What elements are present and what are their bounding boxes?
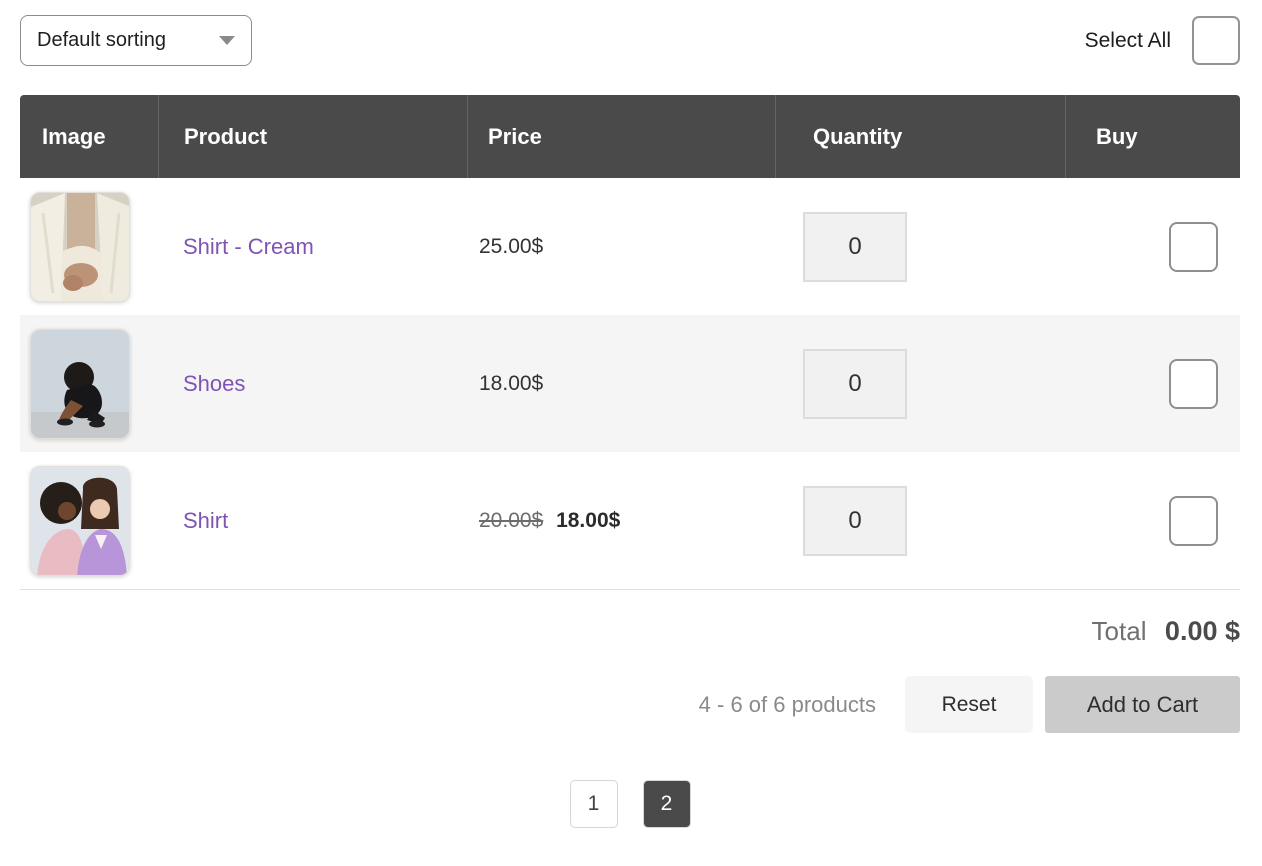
buy-checkbox[interactable] [1169,358,1218,409]
table-row: Shirt - Cream 25.00$ [20,178,1240,315]
product-table-page: Default sorting Select All Image Product… [20,15,1240,828]
product-cell: Shoes [158,371,467,397]
table-row: Shoes 18.00$ [20,315,1240,452]
add-to-cart-button[interactable]: Add to Cart [1045,676,1240,733]
product-price: 25.00$ [479,234,544,258]
toolbar: Default sorting Select All [20,15,1240,66]
image-cell [20,191,158,302]
product-link[interactable]: Shirt [183,507,229,533]
select-all-checkbox[interactable] [1192,16,1240,65]
reset-button[interactable]: Reset [905,676,1033,733]
quantity-input[interactable] [803,211,907,282]
buy-cell [1065,315,1240,452]
buy-checkbox[interactable] [1169,495,1218,546]
image-cell [20,328,158,439]
select-all-label: Select All [1084,28,1171,52]
table-header: Image Product Price Quantity Buy [20,95,1240,178]
image-cell [20,465,158,576]
header-buy: Buy [1065,95,1240,178]
price-cell: 20.00$ 18.00$ [467,509,775,533]
buy-checkbox[interactable] [1169,221,1218,272]
buy-cell [1065,452,1240,589]
product-cell: Shirt [158,508,467,534]
product-image[interactable] [30,328,130,439]
product-link[interactable]: Shoes [183,370,246,396]
header-product: Product [158,95,467,178]
header-price: Price [467,95,775,178]
header-image: Image [42,123,106,149]
product-price: 18.00$ [479,371,544,395]
quantity-cell [775,211,1065,282]
quantity-input[interactable] [803,485,907,556]
product-price-sale: 18.00$ [556,508,621,532]
quantity-cell [775,348,1065,419]
buy-cell [1065,178,1240,315]
pagination: 1 2 [20,780,1240,828]
product-image[interactable] [30,191,130,302]
total-label: Total [1091,616,1147,646]
sorting-dropdown-value: Default sorting [37,29,166,51]
sorting-dropdown[interactable]: Default sorting [20,15,252,66]
product-price-old: 20.00$ [479,508,544,532]
table-row: Shirt 20.00$ 18.00$ [20,452,1240,589]
product-link[interactable]: Shirt - Cream [183,233,314,259]
chevron-down-icon [219,36,235,45]
table-body: Shirt - Cream 25.00$ [20,178,1240,590]
quantity-input[interactable] [803,348,907,419]
price-cell: 25.00$ [467,235,775,259]
quantity-cell [775,485,1065,556]
total-line: Total 0.00 $ [20,616,1240,647]
actions-row: 4 - 6 of 6 products Reset Add to Cart [20,676,1240,733]
pagination-page-2[interactable]: 2 [642,780,691,828]
pagination-page-1[interactable]: 1 [569,780,618,828]
price-cell: 18.00$ [467,372,775,396]
select-all-control: Select All [1085,16,1240,65]
results-range-text: 4 - 6 of 6 products [698,691,876,717]
header-quantity: Quantity [775,95,1065,178]
product-image[interactable] [30,465,130,576]
product-cell: Shirt - Cream [158,234,467,260]
total-value: 0.00 $ [1164,616,1240,646]
